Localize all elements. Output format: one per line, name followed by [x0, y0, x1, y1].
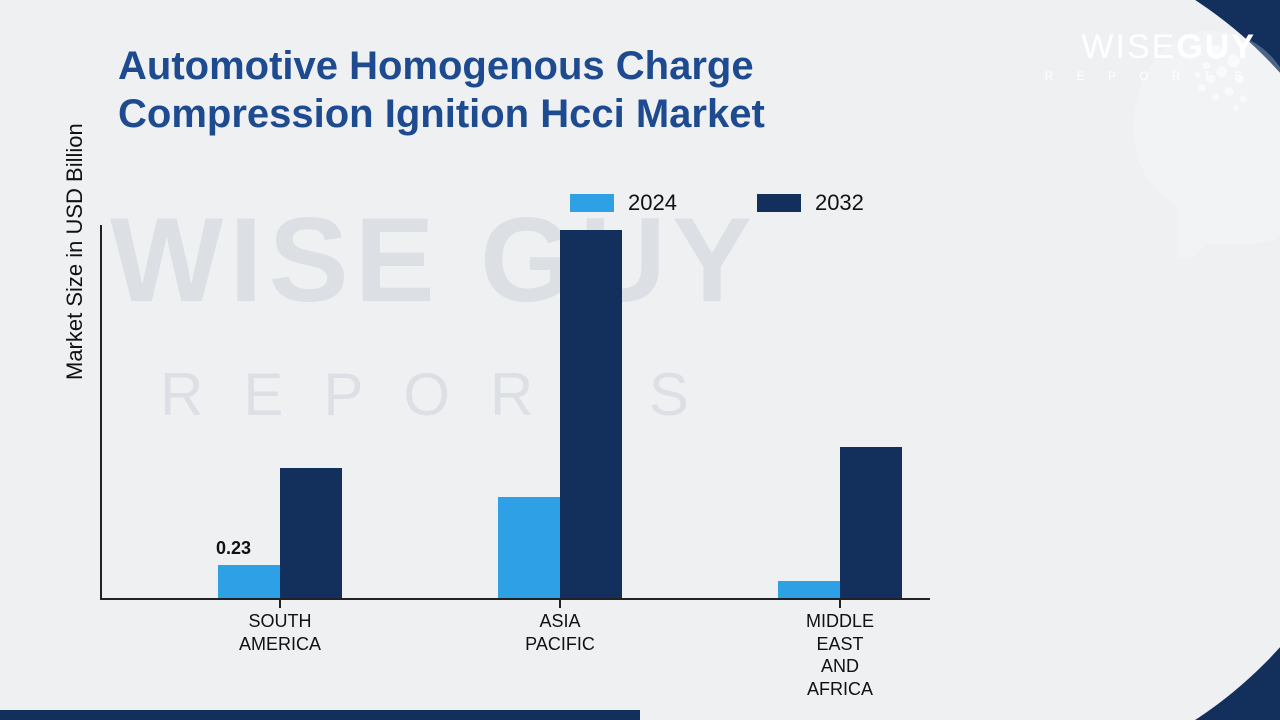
- bar-2032: [560, 230, 622, 598]
- bar-2024: [498, 497, 560, 598]
- legend-label-2032: 2032: [815, 190, 864, 216]
- bar-2032: [840, 447, 902, 598]
- bar-value-label: 0.23: [216, 538, 251, 559]
- y-axis-label: Market Size in USD Billion: [62, 123, 88, 380]
- bar-2024: [778, 581, 840, 598]
- brand-dots-icon: [1166, 34, 1256, 124]
- bar-2032: [280, 468, 342, 598]
- plot-area: 0.23SOUTHAMERICA ASIAPACIFIC MIDDLEEASTAND…: [100, 225, 930, 600]
- chart-title: Automotive Homogenous Charge Compression…: [118, 42, 838, 138]
- legend-label-2024: 2024: [628, 190, 677, 216]
- chart-card: WISEGUY R E P O R T S WISE GUY REPORTS A…: [0, 0, 1280, 720]
- legend-item-2024: 2024: [570, 190, 677, 216]
- legend-item-2032: 2032: [757, 190, 864, 216]
- category-label: ASIAPACIFIC: [480, 598, 640, 655]
- bar-group: ASIAPACIFIC: [470, 223, 650, 598]
- legend-swatch-2032: [757, 194, 801, 212]
- legend: 2024 2032: [570, 190, 864, 216]
- brand-word-1: WISE: [1081, 28, 1176, 66]
- category-label: SOUTHAMERICA: [200, 598, 360, 655]
- y-axis-line: [100, 225, 102, 600]
- legend-swatch-2024: [570, 194, 614, 212]
- bar-2024: [218, 565, 280, 598]
- brand-logo: WISEGUY R E P O R T S: [1045, 28, 1256, 83]
- category-label: MIDDLEEASTANDAFRICA: [760, 598, 920, 700]
- footer-accent-bar: [0, 710, 640, 720]
- bar-group: MIDDLEEASTANDAFRICA: [750, 223, 930, 598]
- bar-group: 0.23SOUTHAMERICA: [190, 223, 370, 598]
